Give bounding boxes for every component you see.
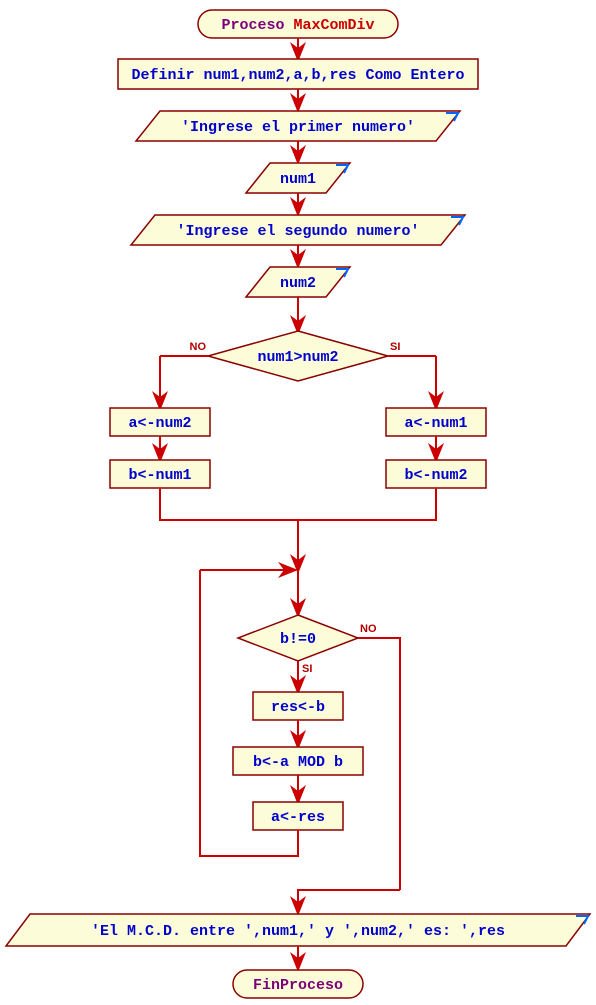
- process-b-num1-text: b<-num1: [128, 467, 191, 484]
- label-no-2: NO: [360, 623, 377, 635]
- terminal-start: Proceso MaxComDiv: [198, 10, 398, 38]
- process-a-num2-text: a<-num2: [128, 415, 191, 432]
- process-a-res-text: a<-res: [271, 809, 325, 826]
- process-a-num2: a<-num2: [110, 408, 210, 436]
- process-b-mod-text: b<-a MOD b: [253, 754, 343, 771]
- label-si-1: SI: [390, 341, 400, 353]
- svg-text:num1: num1: [280, 171, 316, 188]
- svg-text:'El M.C.D. entre ',num1,' y ',: 'El M.C.D. entre ',num1,' y ',num2,' es:…: [91, 923, 505, 940]
- process-define: Definir num1,num2,a,b,res Como Entero: [118, 59, 478, 89]
- decision-loop: b!=0: [238, 615, 358, 661]
- process-a-res: a<-res: [253, 802, 343, 830]
- svg-text:'Ingrese el segundo numero': 'Ingrese el segundo numero': [176, 223, 419, 240]
- terminal-end: FinProceso: [233, 970, 363, 998]
- decision-cmp: num1>num2: [208, 331, 388, 381]
- label-si-2: SI: [302, 663, 312, 675]
- io-read1: num1: [246, 163, 350, 193]
- svg-text:'Ingrese el primer numero': 'Ingrese el primer numero': [181, 119, 415, 136]
- loop-exit-1: [358, 638, 400, 890]
- io-output: 'El M.C.D. entre ',num1,' y ',num2,' es:…: [6, 914, 590, 946]
- process-res-b: res<-b: [253, 692, 343, 720]
- svg-text:num2: num2: [280, 275, 316, 292]
- label-no-1: NO: [190, 341, 207, 353]
- merge-l: [160, 488, 298, 520]
- process-a-num1: a<-num1: [386, 408, 486, 436]
- process-b-num2: b<-num2: [386, 460, 486, 488]
- io-prompt1: 'Ingrese el primer numero': [136, 111, 460, 141]
- process-a-num1-text: a<-num1: [404, 415, 467, 432]
- process-res-b-text: res<-b: [271, 699, 325, 716]
- io-prompt2: 'Ingrese el segundo numero': [131, 215, 465, 245]
- process-b-num2-text: b<-num2: [404, 467, 467, 484]
- svg-text:num1>num2: num1>num2: [257, 349, 338, 366]
- io-read2: num2: [246, 267, 350, 297]
- svg-text:FinProceso: FinProceso: [253, 977, 343, 994]
- svg-text:b!=0: b!=0: [280, 631, 316, 648]
- process-b-num1: b<-num1: [110, 460, 210, 488]
- process-define-text: Definir num1,num2,a,b,res Como Entero: [131, 67, 464, 84]
- process-b-mod: b<-a MOD b: [233, 747, 363, 775]
- svg-text:Proceso MaxComDiv: Proceso MaxComDiv: [221, 17, 374, 34]
- merge-r: [298, 488, 436, 520]
- loop-exit-2: [298, 890, 400, 912]
